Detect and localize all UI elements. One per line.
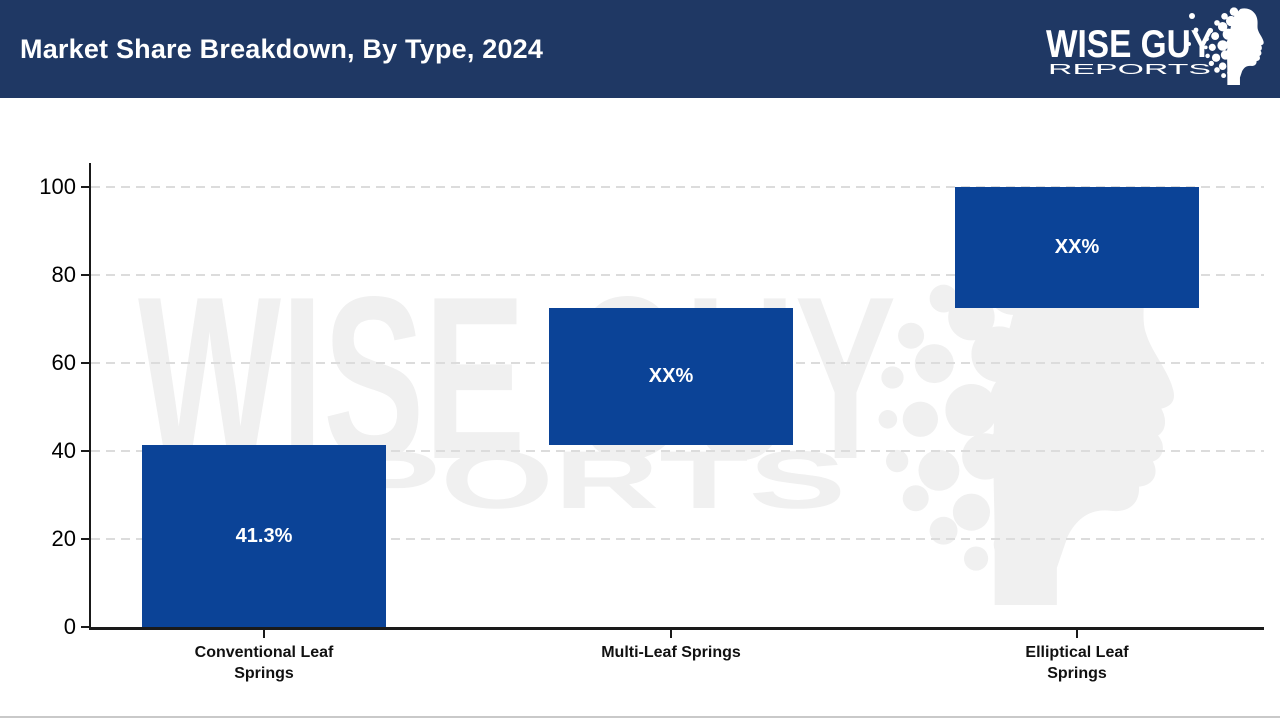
y-tick-label-40: 40 — [51, 438, 76, 463]
y-tick-label-100: 100 — [39, 174, 76, 199]
x-tick-1 — [670, 630, 672, 638]
bar-1: XX% — [549, 308, 793, 446]
gridline-20 — [91, 538, 1264, 540]
y-tick-80 — [81, 274, 89, 276]
x-category-label-1: Multi-Leaf Springs — [601, 644, 741, 661]
bar-value-label-1: XX% — [648, 365, 694, 388]
brand-head-icon — [1203, 7, 1264, 85]
x-axis-line — [89, 627, 1264, 630]
x-category-label-0: Conventional Leaf Springs — [194, 644, 334, 682]
y-tick-60 — [81, 362, 89, 364]
bar-2: XX% — [955, 187, 1199, 308]
page-title: Market Share Breakdown, By Type, 2024 — [20, 34, 544, 64]
gridline-80 — [91, 274, 1264, 276]
y-tick-0 — [81, 626, 89, 628]
gridline-100 — [91, 186, 1264, 188]
y-tick-20 — [81, 538, 89, 540]
bottom-border-line — [0, 716, 1280, 718]
y-tick-100 — [81, 186, 89, 188]
header-bar: Market Share Breakdown, By Type, 2024 WI… — [0, 0, 1280, 98]
y-tick-label-60: 60 — [51, 350, 76, 375]
x-tick-0 — [263, 630, 265, 638]
x-category-label-2: Elliptical Leaf Springs — [1025, 644, 1129, 682]
bar-value-label-2: XX% — [1054, 236, 1100, 258]
plot-area: 0 20 40 60 80 100 41.3% XX% XX% Conventional Leaf… — [0, 98, 1280, 720]
gridline-40 — [91, 450, 1264, 452]
y-tick-label-0: 0 — [63, 614, 76, 639]
x-tick-2 — [1076, 630, 1078, 638]
bar-value-label-0: 41.3% — [235, 524, 293, 547]
brand-logo: WISE GUY REPORTS — [1046, 7, 1264, 85]
y-tick-40 — [81, 450, 89, 452]
bar-0: 41.3% — [142, 445, 386, 627]
y-axis-line — [89, 163, 91, 630]
brand-logo-text: WISE GUY — [1046, 23, 1213, 66]
chart-canvas: WISE GUY REPORTS 0 20 40 60 80 100 41.3% XX% XX%… — [0, 98, 1280, 720]
brand-logo-subtext: REPORTS — [1048, 62, 1211, 78]
y-tick-label-20: 20 — [51, 526, 76, 551]
y-tick-label-80: 80 — [51, 262, 76, 287]
